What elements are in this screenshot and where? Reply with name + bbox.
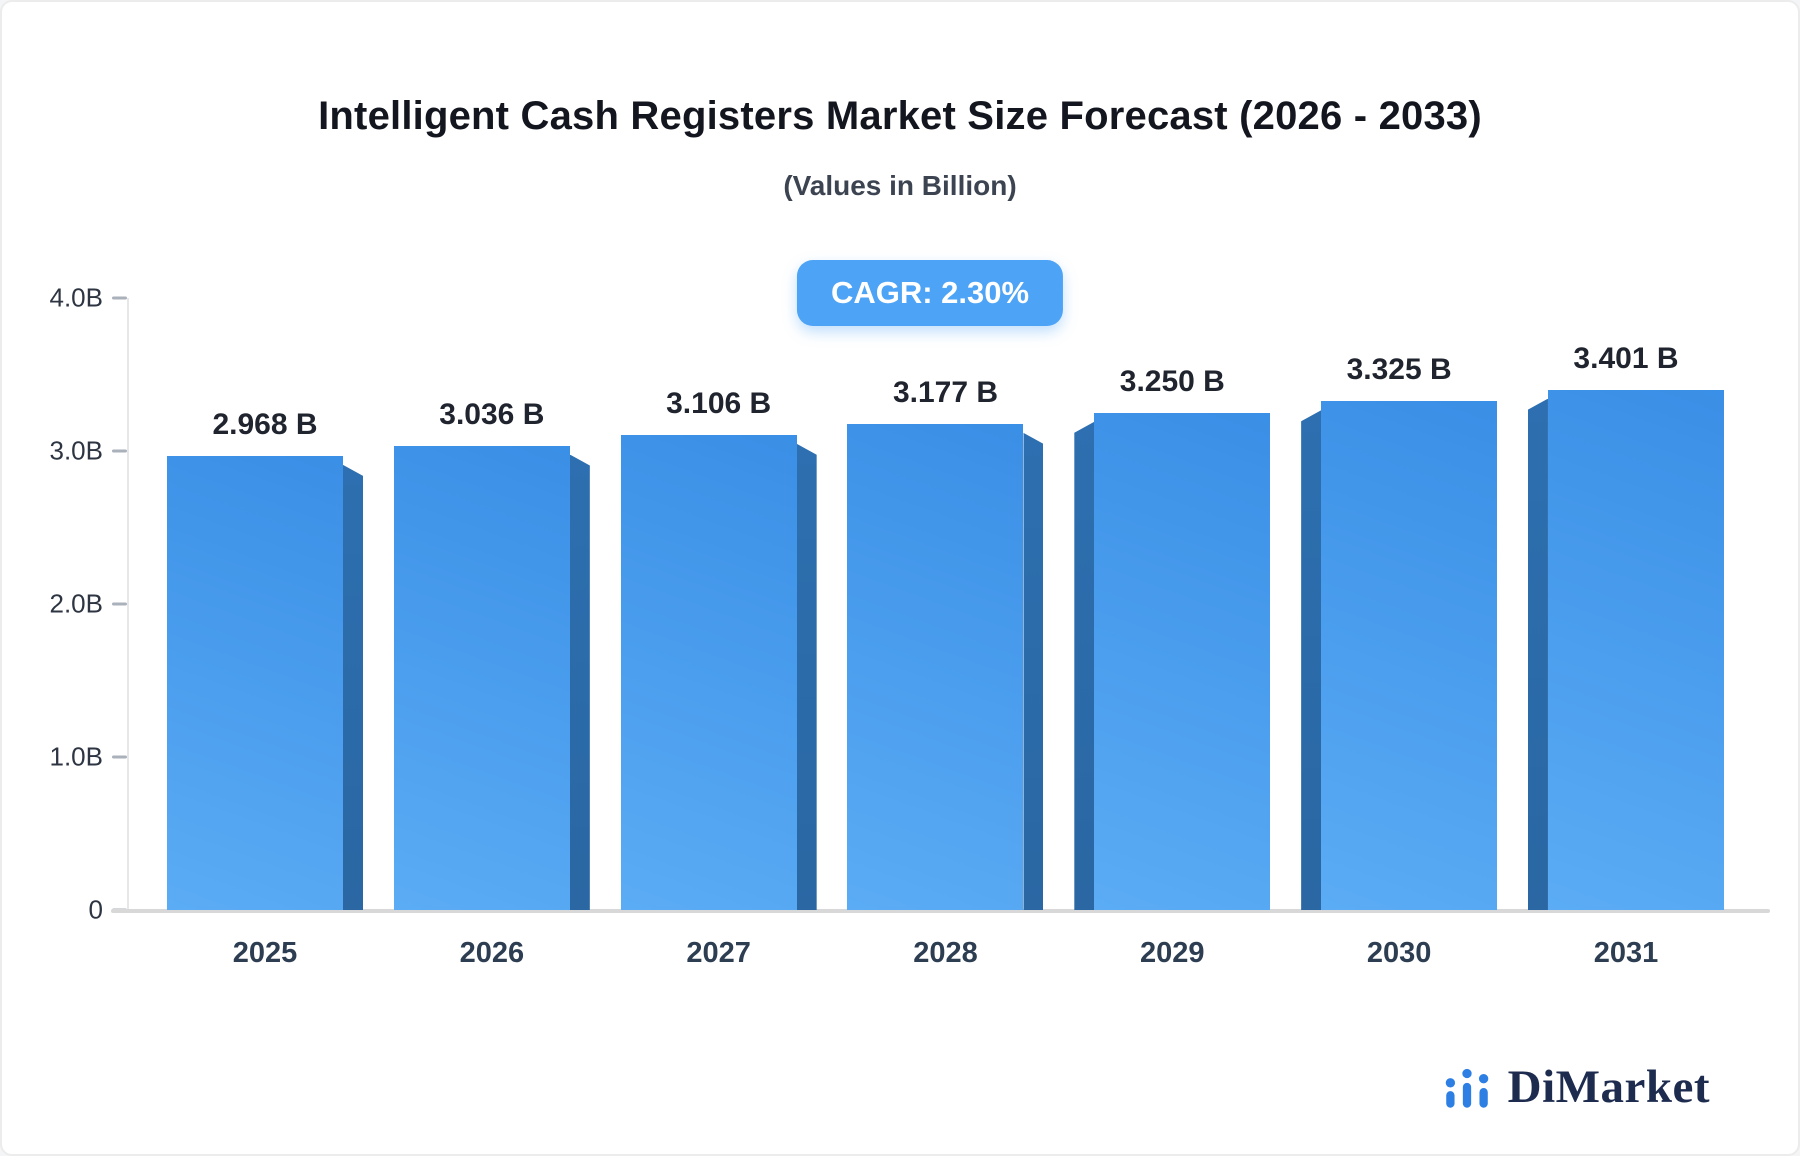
bar-side [1301, 410, 1322, 910]
bar-group: 2.968 B 2025 [167, 298, 363, 969]
bar-value-label: 3.325 B [1346, 353, 1452, 387]
bar-side [1074, 421, 1095, 910]
bar-group: 3.106 B 2027 [620, 298, 817, 969]
brand-logo-text: DiMarket [1507, 1061, 1710, 1113]
bar-group: 3.036 B 2026 [393, 298, 590, 969]
bar-face [393, 445, 570, 910]
bar-face [1321, 401, 1498, 910]
bar-value-label: 3.401 B [1573, 341, 1679, 375]
bar-value-label: 3.106 B [666, 386, 772, 420]
bar-group: 3.325 B 2030 [1301, 298, 1498, 969]
x-axis-baseline [111, 909, 1770, 913]
bar-2025: 2.968 B [167, 408, 363, 910]
y-tick-label: 3.0B [49, 435, 104, 466]
bar-face [1094, 412, 1271, 910]
bar-face [1547, 389, 1724, 910]
x-axis-label: 2031 [1593, 937, 1659, 969]
y-tick: 4.0B [49, 282, 127, 314]
y-tick-mark [112, 296, 127, 300]
bar-side [1527, 398, 1548, 910]
brand-logo: DiMarket [1440, 1060, 1710, 1114]
bar-side [796, 443, 817, 910]
bar-side [1023, 432, 1044, 910]
y-axis-line [127, 298, 129, 910]
bar-2027: 3.106 B [620, 387, 817, 910]
x-axis-label: 2030 [1366, 937, 1432, 969]
bar-group: 3.250 B 2029 [1074, 298, 1271, 969]
y-axis: 4.0B 3.0B 2.0B 1.0B 0 [50, 283, 127, 925]
bar-value-label: 3.250 B [1119, 364, 1225, 398]
y-tick-mark [112, 755, 127, 759]
x-axis-label: 2026 [459, 937, 525, 969]
bar-group: 3.401 B 2031 [1527, 298, 1724, 969]
bar-group: 3.177 B 2028 [847, 298, 1044, 969]
bar-2026: 3.036 B [393, 398, 590, 910]
y-tick: 1.0B [49, 741, 127, 773]
bar-value-label: 2.968 B [212, 407, 318, 441]
y-tick-label: 0 [88, 894, 103, 925]
bar-face [847, 423, 1024, 910]
bar-side [569, 454, 590, 910]
y-tick: 3.0B [49, 435, 127, 467]
bar-2029: 3.250 B [1074, 365, 1271, 910]
bar-value-label: 3.036 B [439, 397, 545, 431]
bar-2028: 3.177 B [847, 376, 1044, 910]
y-tick-label: 2.0B [49, 588, 104, 619]
y-tick-label: 1.0B [49, 741, 104, 772]
x-axis-label: 2027 [686, 937, 751, 969]
x-axis-label: 2025 [232, 937, 298, 969]
plot: 2.968 B 2025 3.036 B 2026 3.106 B 2027 3.177 B… [111, 298, 1770, 969]
page-subtitle: (Values in Billion) [783, 170, 1017, 201]
y-tick-label: 4.0B [49, 282, 104, 313]
bar-2030: 3.325 B [1301, 353, 1498, 910]
y-tick: 2.0B [49, 588, 127, 620]
x-axis-label: 2029 [1140, 937, 1205, 969]
x-axis-label: 2028 [913, 937, 978, 969]
y-tick-mark [112, 449, 127, 453]
bar-face [167, 455, 343, 910]
bar-chart-logo-icon [1445, 1068, 1488, 1108]
chart-area: 4.0B 3.0B 2.0B 1.0B 0 2.968 B 2025 3.036 B 2026… [50, 283, 1770, 969]
cagr-badge: CAGR: 2.30% [796, 260, 1064, 326]
bars: 2.968 B 2025 3.036 B 2026 3.106 B 2027 3.177 B… [167, 298, 1724, 969]
page-title: Intelligent Cash Registers Market Size F… [318, 94, 1482, 138]
y-tick-mark [112, 602, 127, 606]
bar-side [343, 464, 363, 910]
bar-value-label: 3.177 B [892, 375, 999, 409]
bar-face [620, 434, 797, 910]
bar-2031: 3.401 B [1527, 342, 1724, 910]
